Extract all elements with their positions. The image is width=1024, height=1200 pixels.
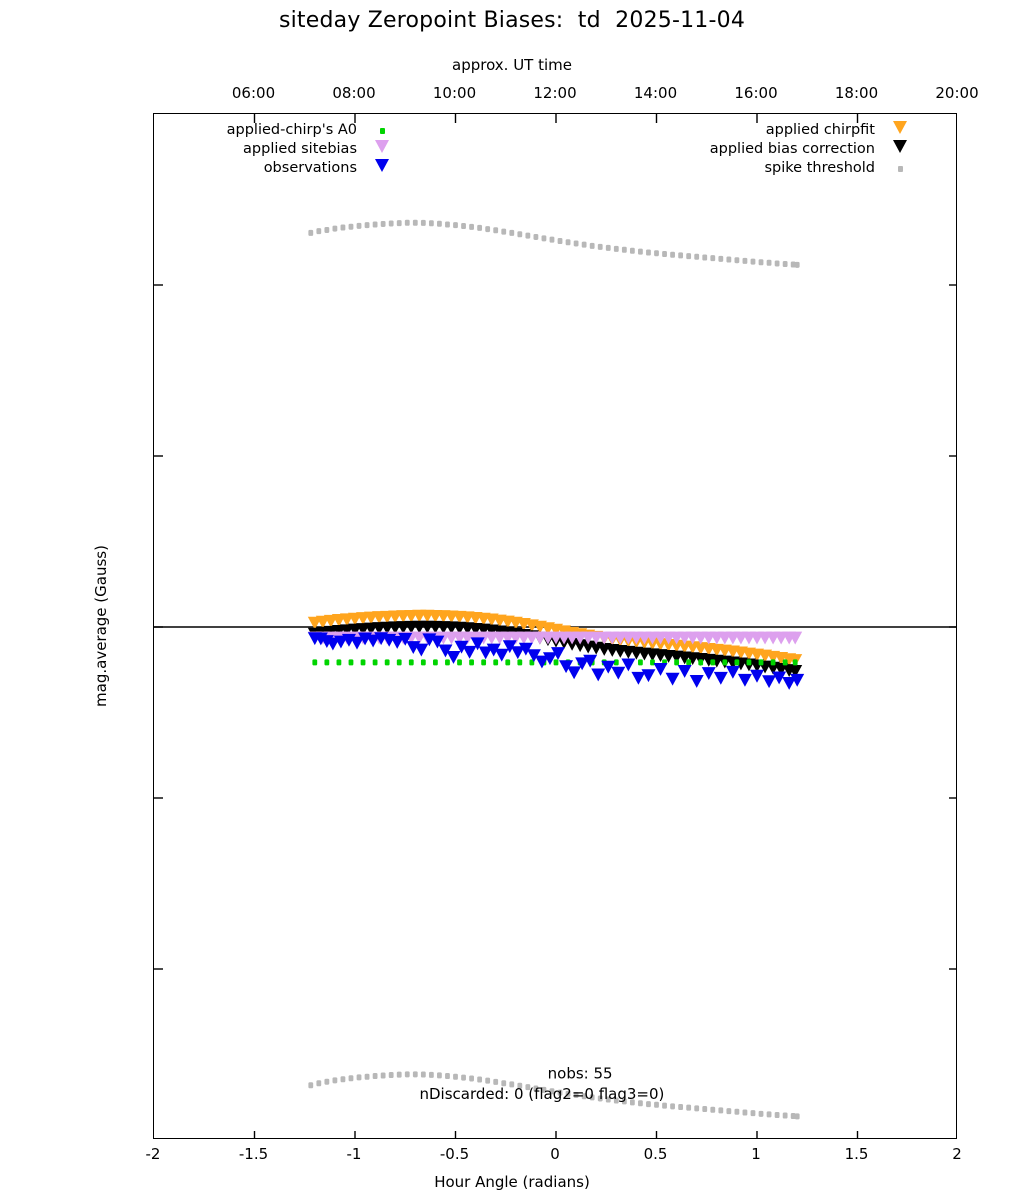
ut-tick-label: 18:00 [834,84,879,102]
legend-item: spike threshold [765,158,916,177]
legend-item-label: observations [263,159,357,176]
ut-tick-label: 16:00 [734,84,778,102]
legend-item-label: spike threshold [764,159,876,176]
x-tick-label: -1.5 [238,1145,269,1163]
top-axis-label: approx. UT time [452,56,572,74]
legend-triangle-down-icon [885,121,915,138]
legend-dot-icon [885,160,915,176]
ut-tick-label: 14:00 [633,84,678,102]
series-applied-chirp-s-a0 [312,659,798,666]
plot-frame: nobs: 55 nDiscarded: 0 (flag2=0 flag3=0) [153,113,957,1139]
legend-item: applied sitebias [243,139,397,158]
ut-tick-label: 12:00 [533,84,577,102]
series-observations [307,632,805,690]
x-tick-label: 1.5 [844,1145,869,1163]
legend-item: observations [264,158,397,177]
legend-item-label: applied bias correction [709,140,875,157]
legend-item-label: applied-chirp's A0 [226,121,357,138]
legend-item-label: applied chirpfit [765,121,875,138]
legend-item: applied chirpfit [766,120,915,139]
x-tick-label: -0.5 [439,1145,470,1163]
plot-annotation: nobs: 55 [548,1064,613,1082]
legend-triangle-down-icon [367,140,397,157]
legend-triangle-down-icon [885,140,915,157]
x-axis-label: Hour Angle (radians) [434,1173,590,1191]
series-spike-threshold-lower [308,1071,800,1120]
x-tick-label: -2 [145,1145,161,1163]
series-spike-threshold-upper [308,219,800,268]
plot-area: nobs: 55 nDiscarded: 0 (flag2=0 flag3=0) [154,114,956,1138]
legend-item-label: applied sitebias [243,140,357,157]
x-tick-label: 0 [550,1145,560,1163]
ut-tick-label: 10:00 [432,84,477,102]
page-title: siteday Zeropoint Biases: td 2025-11-04 [278,8,746,33]
plot-annotation: nDiscarded: 0 (flag2=0 flag3=0) [419,1085,664,1103]
x-tick-label: 2 [952,1145,962,1163]
ut-tick-label: 08:00 [332,84,376,102]
legend-item: applied bias correction [710,139,915,158]
x-tick-label: 1 [751,1145,761,1163]
legend-triangle-down-icon [367,159,397,176]
ut-tick-label: 06:00 [231,84,276,102]
data-layer: nobs: 55 nDiscarded: 0 (flag2=0 flag3=0) [154,114,956,1138]
ut-tick-label: 20:00 [935,84,979,102]
x-tick-label: -1 [346,1145,362,1163]
legend: applied-chirp's A0 applied sitebias observ… [153,120,957,182]
legend-item: applied-chirp's A0 [227,120,397,139]
x-tick-label: 0.5 [643,1145,668,1163]
legend-dot-icon [367,122,397,138]
y-axis-label: mag.average (Gauss) [92,545,110,707]
